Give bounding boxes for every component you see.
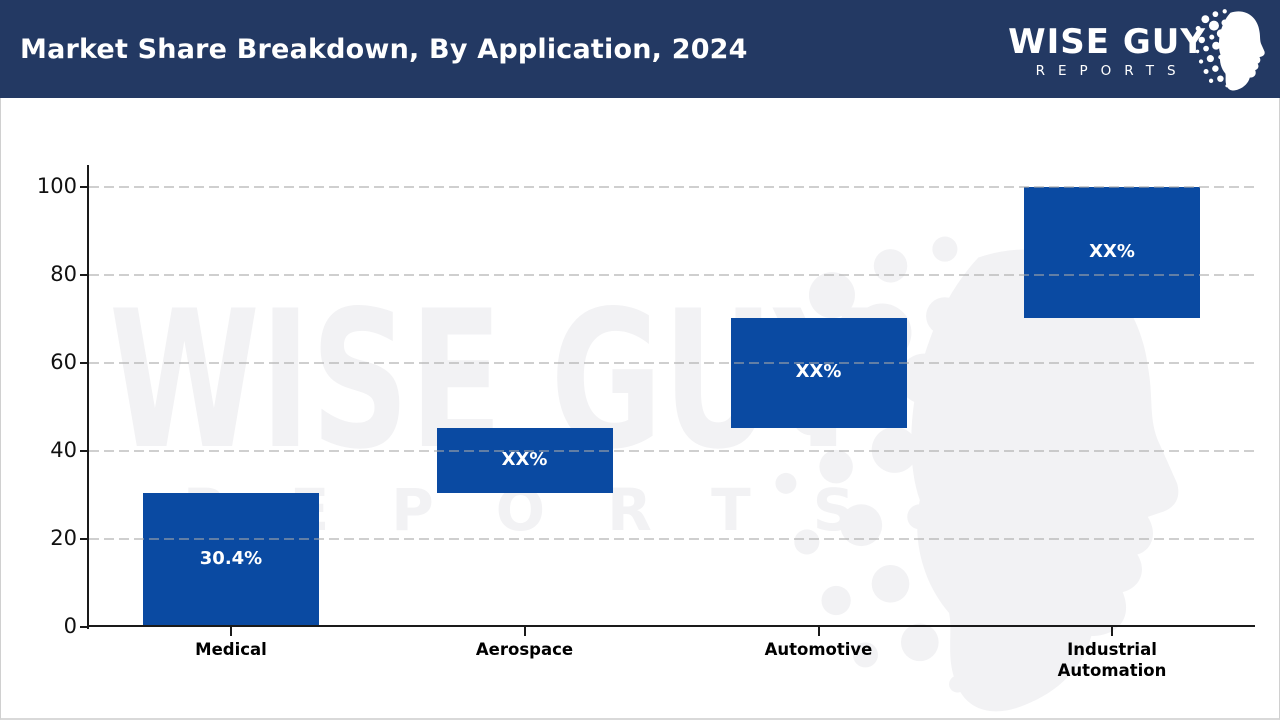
x-axis-category-label: Industrial Automation: [1057, 640, 1167, 681]
y-axis-tick-label: 80: [50, 262, 77, 286]
x-axis-tick-mark: [523, 627, 526, 636]
y-axis-spine: [87, 165, 89, 629]
y-gridline: [89, 538, 1255, 540]
bar-value-label: 30.4%: [199, 548, 263, 570]
logo-subtitle: REPORTS: [1035, 62, 1189, 79]
chart-canvas: WISE GUY REPORTS 0 20 40 60 80 100 30.4% XX% XX%…: [0, 98, 1280, 720]
y-axis-tick-mark: [80, 362, 89, 364]
header-bar: Market Share Breakdown, By Application, …: [0, 0, 1280, 98]
y-axis-tick-mark: [80, 626, 89, 628]
y-axis-tick-mark: [80, 538, 89, 540]
bar-industrial-automation: [1024, 187, 1200, 319]
x-axis-category-label: Automotive: [764, 640, 873, 659]
y-gridline: [89, 362, 1255, 364]
x-axis-tick-mark: [817, 627, 820, 636]
y-axis-tick-mark: [80, 274, 89, 276]
bar-value-label: XX%: [501, 448, 548, 470]
y-axis-tick-label: 40: [50, 438, 77, 462]
wise-guy-logo: WISE GUY REPORTS: [1008, 6, 1266, 94]
y-gridline: [89, 186, 1255, 188]
bar-value-label: XX%: [1089, 240, 1135, 262]
y-axis-tick-label: 0: [63, 614, 77, 638]
logo-text: WISE GUY REPORTS: [1008, 22, 1206, 79]
logo-wordmark: WISE GUY: [1008, 21, 1206, 62]
y-axis-tick-label: 100: [36, 174, 77, 198]
bar-aerospace: [436, 428, 613, 494]
x-axis-tick-mark: [230, 627, 232, 636]
dotted-head-icon: [1195, 9, 1265, 91]
y-axis-tick-label: 20: [50, 526, 77, 550]
y-axis-tick-mark: [80, 450, 89, 452]
x-axis-category-label: Medical: [195, 640, 267, 659]
bar-automotive: [730, 318, 907, 429]
x-axis-tick-mark: [1111, 627, 1113, 636]
bar-medical: [143, 493, 319, 627]
page-title: Market Share Breakdown, By Application, …: [20, 33, 748, 65]
x-axis-spine: [89, 625, 1255, 627]
y-gridline: [89, 450, 1255, 452]
y-axis-tick-mark: [80, 186, 89, 188]
y-axis-tick-label: 60: [50, 350, 77, 374]
bar-value-label: XX%: [795, 361, 842, 383]
y-gridline: [89, 274, 1255, 276]
x-axis-category-label: Aerospace: [475, 640, 574, 659]
